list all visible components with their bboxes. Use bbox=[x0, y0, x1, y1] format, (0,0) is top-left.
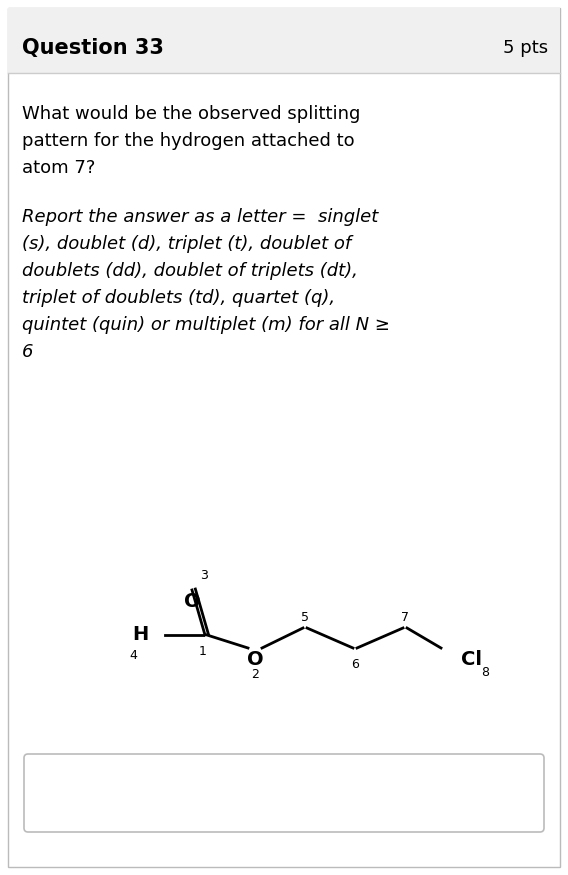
Text: O: O bbox=[247, 650, 264, 669]
Text: What would be the observed splitting: What would be the observed splitting bbox=[22, 105, 360, 123]
Text: O: O bbox=[183, 592, 201, 611]
Text: 5: 5 bbox=[301, 611, 309, 624]
Text: 6: 6 bbox=[22, 343, 34, 361]
FancyBboxPatch shape bbox=[8, 8, 560, 867]
Text: 1: 1 bbox=[199, 645, 207, 658]
Text: doublets (dd), doublet of triplets (dt),: doublets (dd), doublet of triplets (dt), bbox=[22, 262, 358, 280]
FancyBboxPatch shape bbox=[24, 754, 544, 832]
Text: Cl: Cl bbox=[461, 650, 482, 669]
Text: quintet (quin) or multiplet (m) for all N ≥: quintet (quin) or multiplet (m) for all … bbox=[22, 316, 390, 334]
Text: H: H bbox=[133, 626, 149, 645]
Text: pattern for the hydrogen attached to: pattern for the hydrogen attached to bbox=[22, 132, 354, 150]
Text: 7: 7 bbox=[401, 611, 409, 624]
Text: (s), doublet (d), triplet (t), doublet of: (s), doublet (d), triplet (t), doublet o… bbox=[22, 235, 351, 253]
Text: 8: 8 bbox=[481, 666, 489, 679]
Text: triplet of doublets (td), quartet (q),: triplet of doublets (td), quartet (q), bbox=[22, 289, 335, 307]
FancyBboxPatch shape bbox=[8, 8, 560, 73]
Text: Report the answer as a letter =  singlet: Report the answer as a letter = singlet bbox=[22, 208, 378, 226]
Text: 5 pts: 5 pts bbox=[503, 39, 548, 57]
Text: 2: 2 bbox=[251, 668, 259, 681]
Text: 4: 4 bbox=[129, 649, 137, 662]
Text: 6: 6 bbox=[351, 658, 359, 671]
Text: atom 7?: atom 7? bbox=[22, 159, 95, 177]
Text: 3: 3 bbox=[200, 569, 208, 582]
Text: Question 33: Question 33 bbox=[22, 38, 164, 58]
